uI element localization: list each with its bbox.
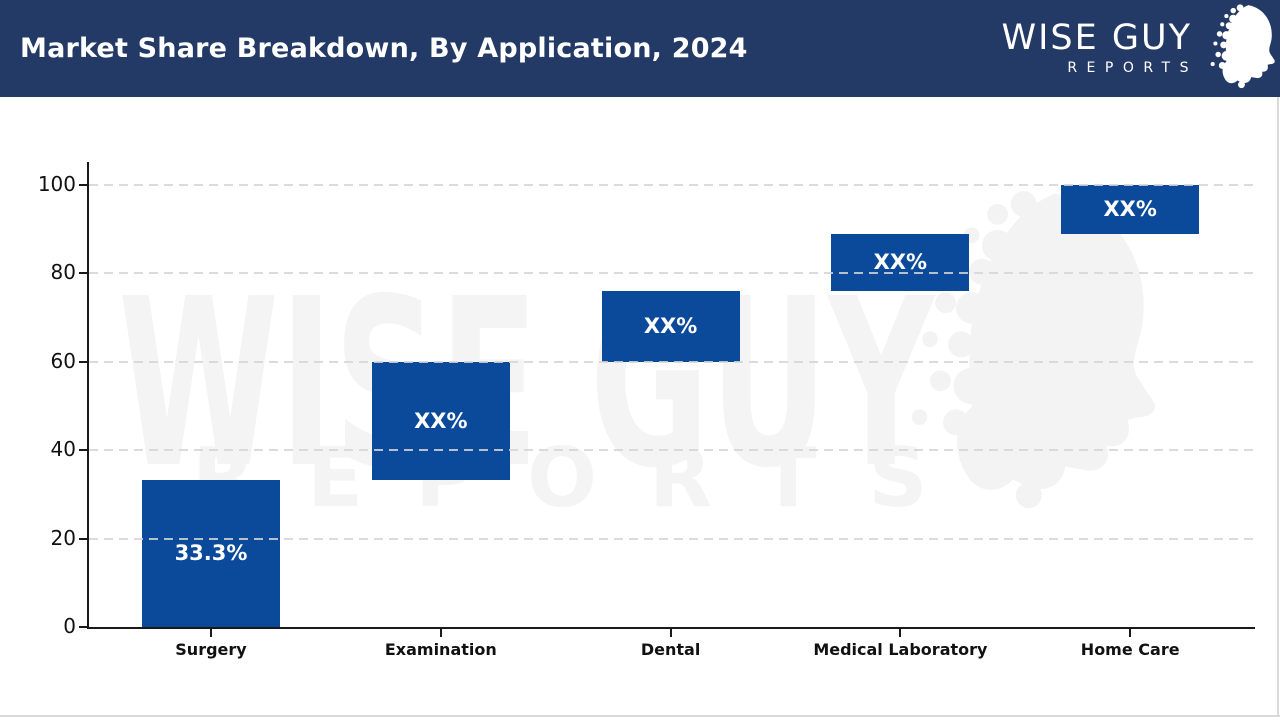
bar-examination: XX%	[371, 361, 510, 480]
x-tick-label-dental: Dental	[640, 640, 701, 659]
x-tickmark-surgery	[210, 629, 212, 637]
y-tick-label-60: 60	[50, 348, 76, 373]
bar-home-care: XX%	[1061, 185, 1200, 234]
page-right-rule	[1277, 97, 1279, 717]
bar-value-label-medical-laboratory: XX%	[873, 250, 928, 275]
brand-logo: WISE GUY REPORTS	[1001, 0, 1280, 97]
header-band: Market Share Breakdown, By Application, …	[0, 0, 1280, 97]
x-tickmark-home-care	[1129, 629, 1132, 637]
gridline-40	[89, 449, 1253, 452]
bar-dental: XX%	[601, 291, 740, 362]
y-axis-spine	[87, 162, 89, 629]
x-tickmark-medical-laboratory	[899, 629, 902, 637]
y-tickmark-60	[79, 360, 88, 363]
y-tick-label-100: 100	[37, 172, 76, 196]
brand-face-icon	[1210, 3, 1275, 88]
y-tickmark-20	[79, 537, 88, 540]
y-tickmark-100	[79, 184, 88, 186]
bar-value-label-surgery: 33.3%	[174, 541, 248, 566]
bar-value-label-home-care: XX%	[1103, 197, 1157, 222]
brand-name: WISE GUY	[1001, 18, 1192, 58]
x-tickmark-dental	[669, 629, 672, 637]
x-tick-label-medical-laboratory: Medical Laboratory	[813, 640, 988, 659]
y-tickmark-80	[79, 272, 88, 275]
y-tick-label-40: 40	[50, 437, 76, 462]
gridline-20	[89, 537, 1253, 540]
bar-value-label-examination: XX%	[414, 408, 468, 433]
x-tickmark-examination	[439, 629, 442, 637]
bar-value-label-dental: XX%	[643, 314, 698, 339]
brand-subtitle: REPORTS	[1067, 60, 1198, 76]
page-title: Market Share Breakdown, By Application, …	[20, 33, 748, 64]
brand-wordmark: WISE GUY REPORTS	[1001, 18, 1192, 77]
y-tick-label-20: 20	[50, 525, 76, 550]
x-tick-label-home-care: Home Care	[1080, 640, 1180, 659]
x-axis-spine	[87, 627, 1255, 629]
x-tick-label-examination: Examination	[384, 640, 497, 659]
bar-medical-laboratory: XX%	[831, 233, 970, 292]
y-tick-label-80: 80	[50, 260, 76, 285]
y-tick-label-0: 0	[63, 614, 76, 638]
y-tickmark-40	[79, 449, 88, 452]
watermark-wordmark: WISE GUY	[118, 249, 935, 519]
gridline-80	[89, 272, 1253, 275]
y-tickmark-0	[79, 626, 88, 628]
bar-surgery: 33.3%	[142, 479, 280, 627]
page-bottom-rule	[0, 715, 1280, 717]
gridline-60	[89, 360, 1253, 363]
x-tick-label-surgery: Surgery	[175, 640, 247, 659]
gridline-100	[89, 184, 1253, 186]
